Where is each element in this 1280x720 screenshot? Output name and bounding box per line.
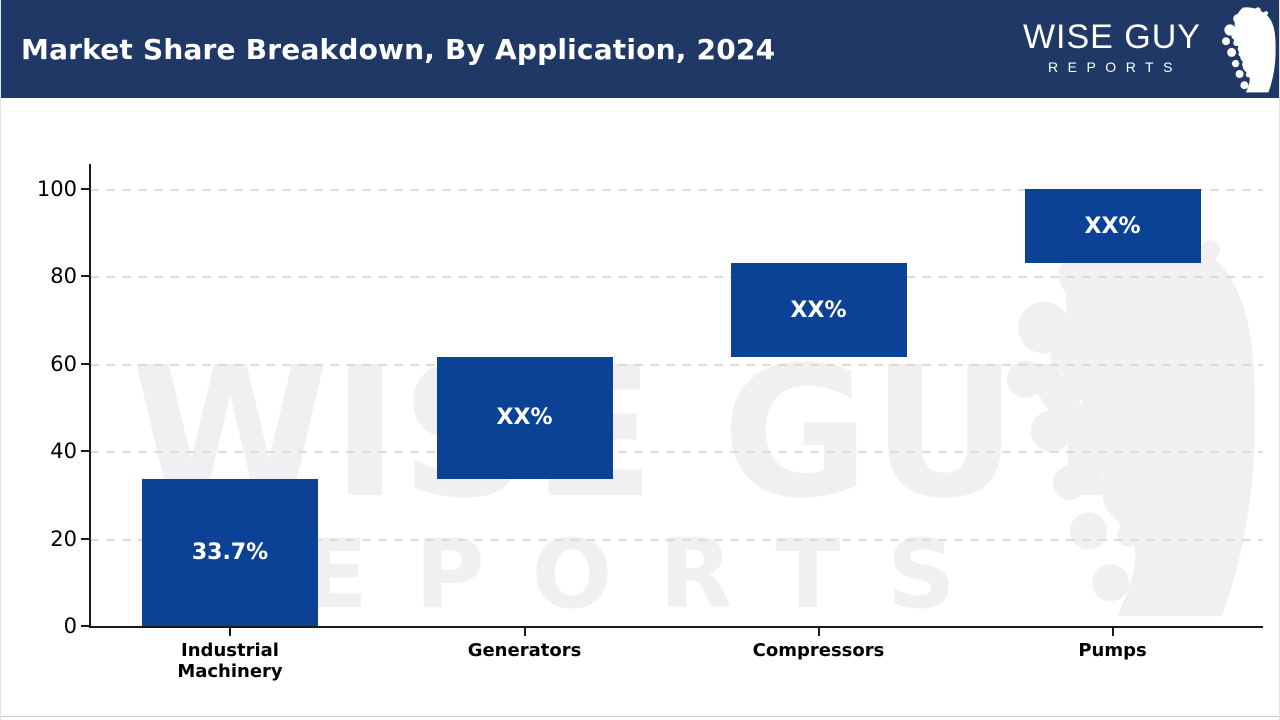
frame-bottom-border	[1, 716, 1279, 717]
gridline-100	[90, 189, 1263, 191]
y-tick-100	[81, 188, 89, 190]
gridline-40	[90, 451, 1263, 454]
bar-label-compressors: XX%	[790, 297, 847, 323]
header-bar: Market Share Breakdown, By Application, …	[1, 0, 1279, 98]
watermark-head-icon	[1007, 222, 1255, 617]
wise-guy-reports-logo: WISE GUY REPORTS	[1021, 0, 1279, 98]
x-axis-line	[89, 626, 1263, 628]
dotted-head-icon	[1222, 7, 1276, 93]
bar-pumps: XX%	[1024, 189, 1201, 264]
y-tick-label-80: 80	[50, 264, 77, 289]
gridline-80	[90, 276, 1263, 279]
x-tick-generators	[523, 628, 526, 636]
category-label-pumps: Pumps	[1078, 640, 1147, 661]
gridline-20	[90, 538, 1263, 541]
category-label-compressors: Compressors	[752, 640, 885, 661]
y-tick-label-20: 20	[50, 526, 77, 551]
bar-label-industrial-machinery: 33.7%	[191, 539, 269, 565]
bar-generators: XX%	[436, 357, 613, 479]
y-tick-60	[81, 362, 89, 365]
y-tick-20	[81, 537, 89, 540]
bar-label-generators: XX%	[496, 405, 553, 431]
bar-industrial-machinery: 33.7%	[142, 478, 318, 626]
category-label-industrial-machinery: Industrial Machinery	[177, 640, 283, 683]
y-tick-label-60: 60	[50, 351, 77, 376]
y-tick-label-100: 100	[36, 177, 77, 201]
x-tick-compressors	[817, 628, 820, 636]
y-tick-0	[81, 625, 89, 627]
y-tick-label-0: 0	[63, 614, 77, 638]
chart-area: WISE GUY REPORTS 0 20 40 60 80 100 33.7% Indust…	[1, 98, 1279, 717]
logo-wordmark: WISE GUY	[1022, 18, 1201, 56]
logo-subtitle: REPORTS	[1048, 58, 1182, 75]
y-axis-line	[89, 164, 91, 628]
category-label-generators: Generators	[467, 640, 582, 661]
x-tick-pumps	[1111, 628, 1114, 636]
y-tick-label-40: 40	[50, 439, 77, 464]
gridline-60	[90, 363, 1263, 366]
bar-label-pumps: XX%	[1084, 213, 1141, 239]
x-tick-industrial-machinery	[229, 628, 231, 636]
bar-compressors: XX%	[730, 263, 907, 358]
logo-text: WISE GUY REPORTS	[1022, 18, 1201, 75]
y-tick-80	[81, 275, 89, 278]
y-tick-40	[81, 450, 89, 453]
page-title: Market Share Breakdown, By Application, …	[21, 32, 776, 66]
